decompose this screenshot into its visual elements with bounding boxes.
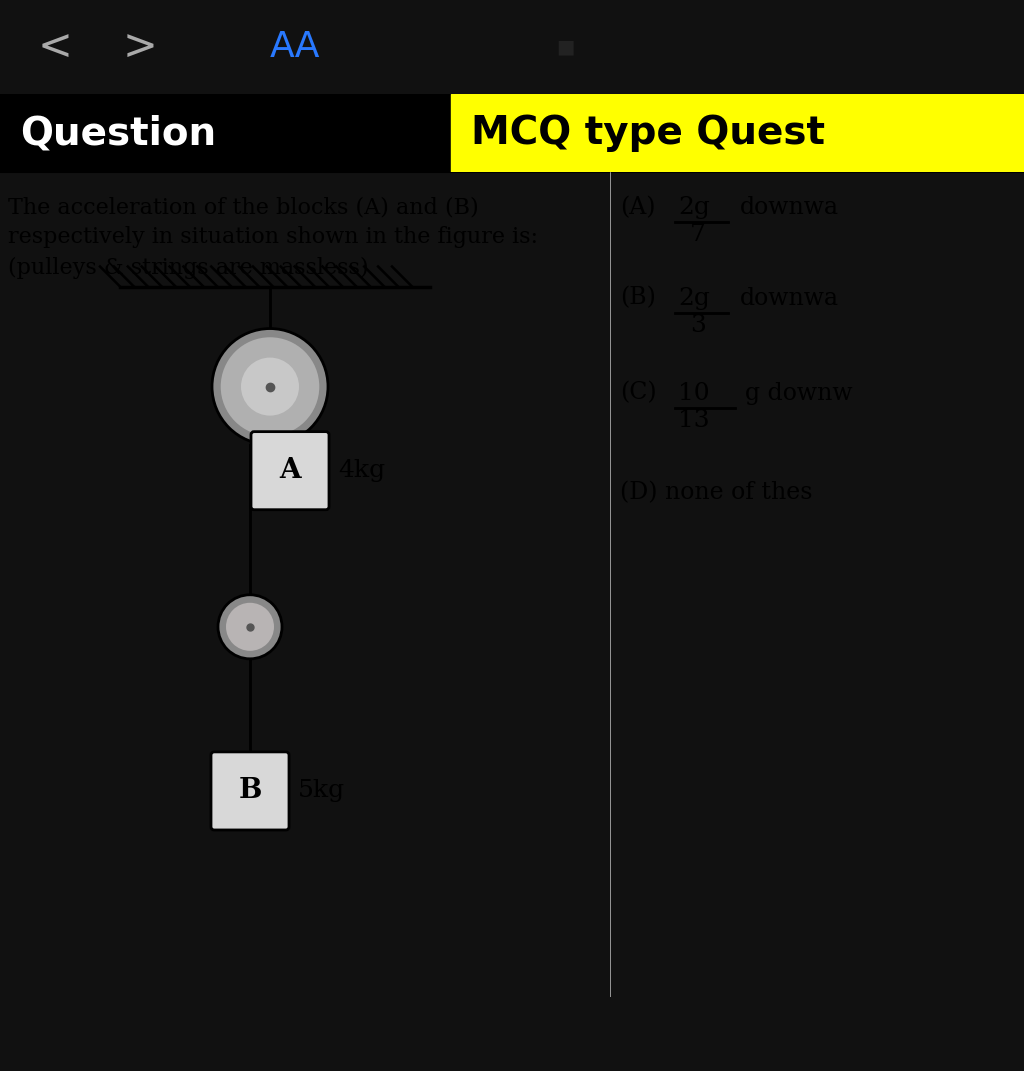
Text: (pulleys & strings are massless): (pulleys & strings are massless): [8, 256, 369, 278]
Circle shape: [241, 358, 299, 416]
Text: (B): (B): [620, 287, 656, 310]
Text: Question: Question: [20, 115, 217, 152]
Circle shape: [212, 329, 328, 444]
Text: A: A: [280, 457, 301, 484]
Circle shape: [226, 603, 274, 651]
Text: 3: 3: [690, 314, 706, 336]
FancyBboxPatch shape: [251, 432, 329, 510]
Text: B: B: [239, 778, 262, 804]
Text: MCQ type Quest: MCQ type Quest: [471, 115, 825, 152]
Bar: [451, 94, 1024, 172]
Text: The acceleration of the blocks (A) and (B): The acceleration of the blocks (A) and (…: [8, 196, 479, 218]
Text: AA: AA: [269, 30, 321, 64]
Circle shape: [221, 337, 319, 436]
Text: 2g: 2g: [678, 196, 710, 220]
Text: downwa: downwa: [740, 287, 839, 310]
Text: 4kg: 4kg: [338, 459, 385, 482]
Text: 13: 13: [678, 409, 710, 432]
Text: g downw: g downw: [745, 381, 853, 405]
Text: 10: 10: [678, 381, 710, 405]
Text: (D) none of thes: (D) none of thes: [620, 482, 812, 504]
FancyBboxPatch shape: [211, 752, 289, 830]
Text: <: <: [38, 26, 73, 69]
Text: downwa: downwa: [740, 196, 839, 220]
Text: 2g: 2g: [678, 287, 710, 310]
Text: >: >: [123, 26, 158, 69]
Circle shape: [218, 594, 282, 659]
Text: respectively in situation shown in the figure is:: respectively in situation shown in the f…: [8, 226, 538, 248]
Bar: [660, 607, 1024, 997]
Text: drive.google.: drive.google.: [590, 31, 839, 63]
Text: ■: ■: [556, 37, 574, 57]
Text: (A): (A): [620, 196, 655, 220]
Text: 7: 7: [690, 224, 706, 246]
Text: (C): (C): [620, 381, 656, 405]
Text: 5kg: 5kg: [298, 780, 345, 802]
Bar: [0, 94, 451, 172]
